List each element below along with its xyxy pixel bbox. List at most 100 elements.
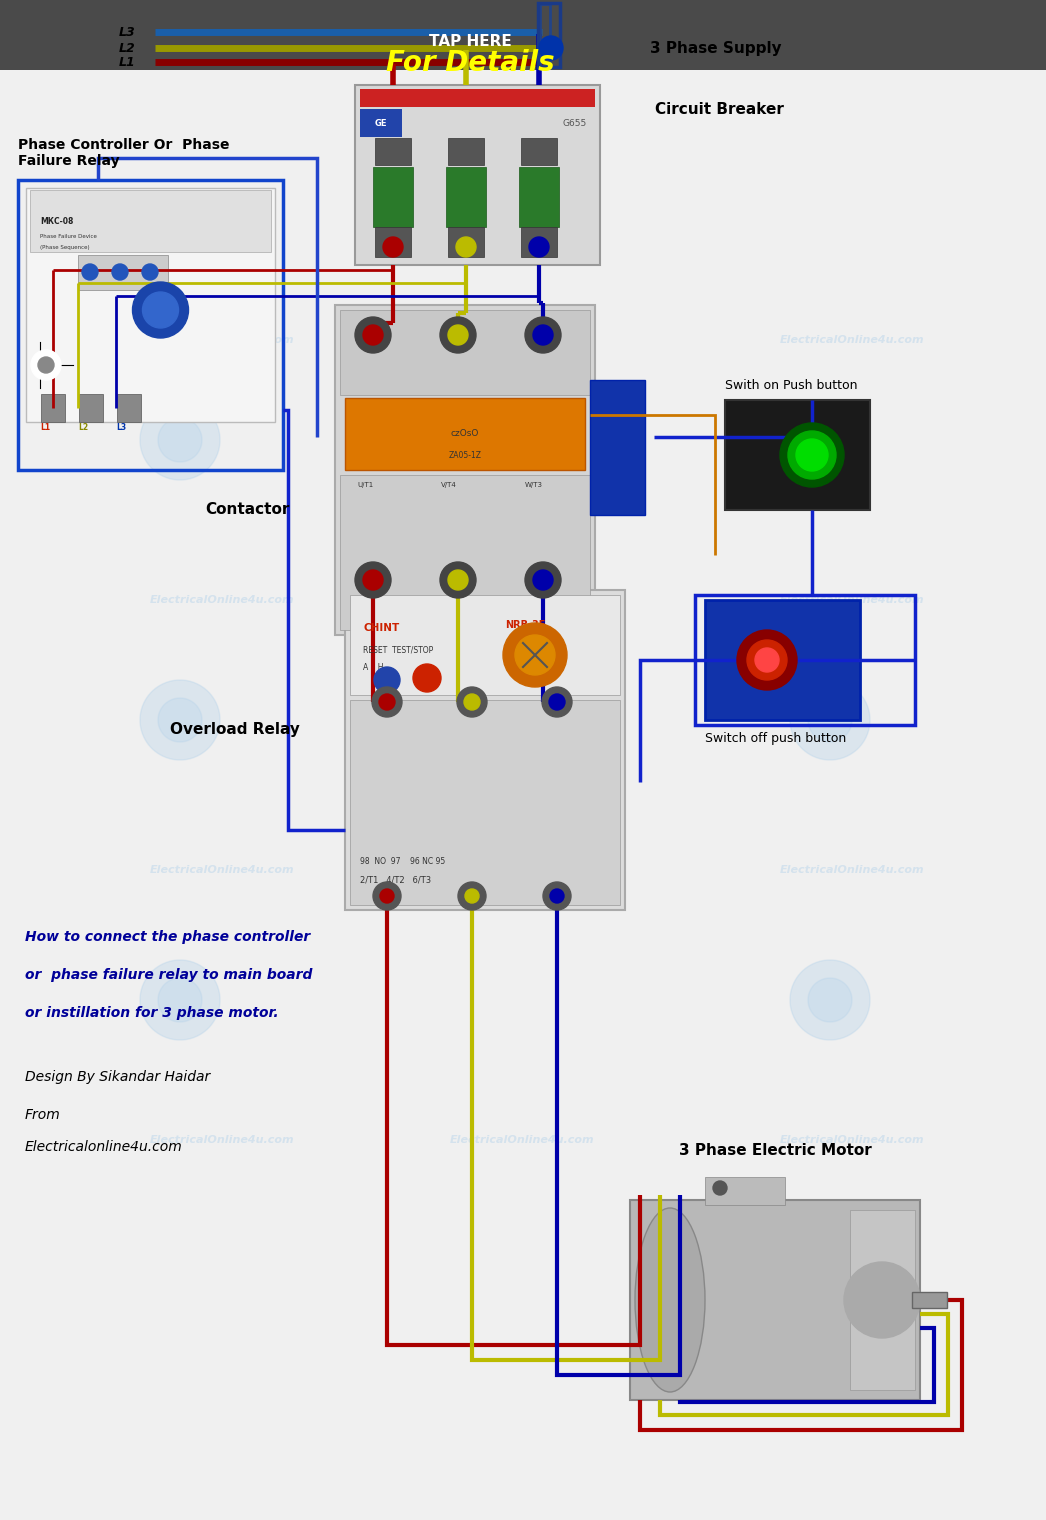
- Text: Contactor: Contactor: [206, 503, 290, 517]
- Text: ElectricalOnline4u.com: ElectricalOnline4u.com: [450, 1135, 594, 1145]
- Text: L3: L3: [118, 26, 135, 38]
- Text: ElectricalOnline4u.com: ElectricalOnline4u.com: [780, 865, 925, 876]
- Bar: [345, 398, 585, 470]
- Circle shape: [383, 237, 403, 257]
- Text: For Details: For Details: [386, 49, 554, 78]
- Circle shape: [542, 687, 572, 717]
- Bar: [538, 3, 560, 67]
- Bar: [540, 5, 550, 65]
- Circle shape: [808, 418, 852, 462]
- Circle shape: [755, 648, 779, 672]
- Circle shape: [465, 889, 479, 903]
- Bar: [448, 226, 484, 257]
- Circle shape: [355, 562, 391, 597]
- Circle shape: [363, 325, 383, 345]
- Text: ElectricalOnline4u.com: ElectricalOnline4u.com: [780, 594, 925, 605]
- Circle shape: [82, 264, 98, 280]
- Text: L1: L1: [118, 56, 135, 68]
- Bar: [376, 138, 411, 166]
- Circle shape: [790, 961, 870, 1040]
- Bar: [350, 594, 620, 695]
- Circle shape: [363, 570, 383, 590]
- Circle shape: [790, 400, 870, 480]
- Text: (Phase Sequence): (Phase Sequence): [40, 245, 90, 249]
- Circle shape: [549, 695, 565, 710]
- Text: Phase Failure Device: Phase Failure Device: [40, 234, 97, 240]
- Circle shape: [158, 977, 202, 1021]
- Text: Electricalonline4u.com: Electricalonline4u.com: [25, 1140, 183, 1154]
- Bar: [41, 394, 65, 423]
- Circle shape: [140, 400, 220, 480]
- Text: L3: L3: [116, 424, 127, 433]
- Text: ElectricalOnline4u.com: ElectricalOnline4u.com: [450, 865, 594, 876]
- Bar: [79, 394, 103, 423]
- Text: GE: GE: [374, 119, 387, 128]
- Circle shape: [31, 350, 61, 380]
- Bar: [26, 188, 275, 423]
- Bar: [446, 167, 486, 226]
- Circle shape: [533, 325, 553, 345]
- Circle shape: [440, 318, 476, 353]
- Circle shape: [550, 889, 564, 903]
- Circle shape: [533, 570, 553, 590]
- Text: Phase Controller Or  Phase
Failure Relay: Phase Controller Or Phase Failure Relay: [18, 138, 229, 169]
- Text: МКС-08: МКС-08: [40, 217, 73, 226]
- Text: 98  NO  97    96 NC 95: 98 NO 97 96 NC 95: [360, 857, 446, 866]
- Circle shape: [133, 283, 188, 337]
- Circle shape: [713, 1181, 727, 1195]
- Text: 3 Phase Supply: 3 Phase Supply: [650, 41, 781, 56]
- Bar: [355, 85, 600, 264]
- Text: Circuit Breaker: Circuit Breaker: [655, 102, 783, 117]
- Circle shape: [525, 562, 561, 597]
- Bar: [376, 226, 411, 257]
- Bar: [373, 167, 413, 226]
- Text: Design By Sikandar Haidar: Design By Sikandar Haidar: [25, 1070, 210, 1084]
- Text: V/T4: V/T4: [441, 482, 457, 488]
- Circle shape: [142, 264, 158, 280]
- Bar: [521, 138, 558, 166]
- Bar: [705, 1176, 784, 1205]
- Bar: [519, 167, 559, 226]
- Circle shape: [796, 439, 828, 471]
- Circle shape: [844, 1262, 920, 1338]
- Text: 3 Phase Electric Motor: 3 Phase Electric Motor: [679, 1143, 871, 1158]
- Text: ElectricalOnline4u.com: ElectricalOnline4u.com: [450, 334, 594, 345]
- Circle shape: [372, 687, 402, 717]
- Circle shape: [529, 237, 549, 257]
- Text: From: From: [25, 1108, 61, 1122]
- Circle shape: [543, 882, 571, 910]
- Text: CHINT: CHINT: [363, 623, 400, 632]
- Text: ZA05-1Z: ZA05-1Z: [449, 450, 481, 459]
- Bar: [521, 226, 558, 257]
- Text: ElectricalOnline4u.com: ElectricalOnline4u.com: [150, 865, 295, 876]
- Bar: [912, 1292, 947, 1309]
- Ellipse shape: [635, 1208, 705, 1392]
- Text: L2: L2: [118, 41, 135, 55]
- Bar: [448, 138, 484, 166]
- Bar: [335, 306, 595, 635]
- Text: 2/T1   4/T2   6/T3: 2/T1 4/T2 6/T3: [360, 876, 431, 885]
- Circle shape: [440, 562, 476, 597]
- Circle shape: [142, 292, 179, 328]
- Circle shape: [737, 629, 797, 690]
- Bar: [78, 255, 168, 290]
- Circle shape: [448, 570, 468, 590]
- Text: RESET  TEST/STOP: RESET TEST/STOP: [363, 646, 433, 655]
- Circle shape: [872, 1290, 892, 1310]
- Circle shape: [864, 1281, 900, 1318]
- Circle shape: [539, 36, 563, 59]
- Text: L1: L1: [40, 424, 50, 433]
- Bar: [340, 474, 590, 629]
- Circle shape: [158, 418, 202, 462]
- Circle shape: [140, 961, 220, 1040]
- Text: ElectricalOnline4u.com: ElectricalOnline4u.com: [780, 334, 925, 345]
- Circle shape: [788, 432, 836, 479]
- Text: Switch off push button: Switch off push button: [705, 733, 846, 745]
- Bar: [705, 600, 860, 720]
- Circle shape: [525, 318, 561, 353]
- Circle shape: [379, 695, 395, 710]
- Bar: [117, 394, 141, 423]
- Text: Overload Relay: Overload Relay: [170, 722, 300, 737]
- Circle shape: [140, 679, 220, 760]
- Circle shape: [355, 318, 391, 353]
